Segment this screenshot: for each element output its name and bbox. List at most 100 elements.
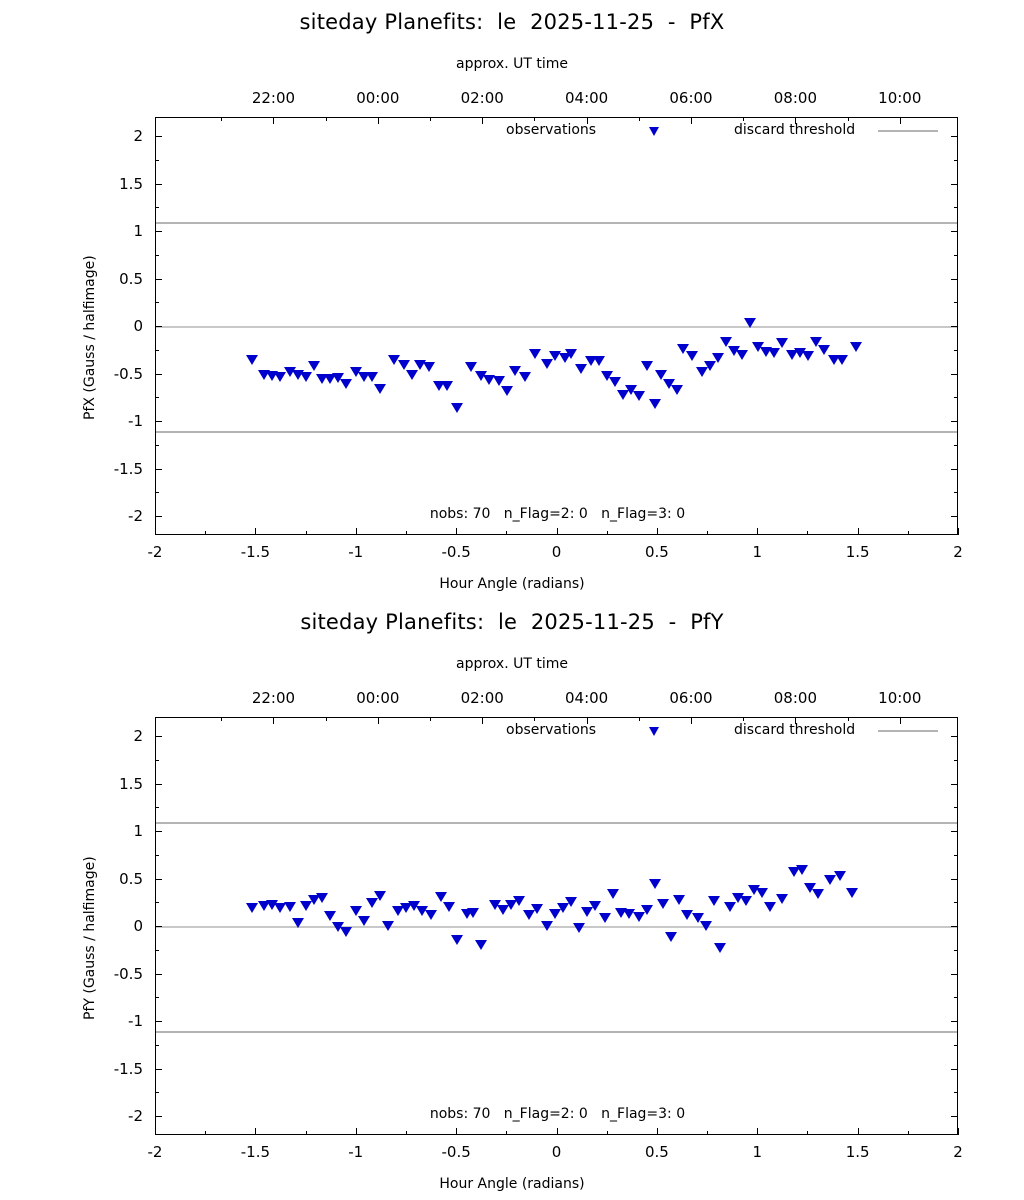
data-point-marker [292,369,305,380]
y-tick-label: 0.5 [119,269,143,288]
y-tick-minor [155,997,159,999]
top-tick-minor [638,117,640,121]
data-point-marker [528,348,541,359]
data-point-marker [559,353,572,364]
top-tick-label: 06:00 [669,689,713,707]
x-tick-minor [707,1131,709,1135]
x-tick-label: 1 [752,543,763,561]
data-point-marker [492,376,505,387]
y-tick-label: -0.5 [113,364,143,383]
y-tick-minor [155,397,159,399]
top-axis-title: approx. UT time [456,56,568,72]
x-tick [958,528,959,535]
y-tick-label: 0.5 [119,869,143,888]
x-tick [155,528,156,535]
data-point-marker [767,347,780,358]
data-point-marker [245,903,258,913]
data-point-marker [846,887,859,898]
x-tick-minor [205,1131,207,1135]
top-tick-label: 10:00 [878,89,922,107]
x-tick-minor [807,1131,809,1135]
top-tick [795,717,797,724]
y-tick-minor-right [954,807,958,809]
data-point-marker [573,922,586,933]
data-point-marker [424,909,437,920]
y-tick-minor-right [954,444,958,446]
y-tick-label: -1.5 [113,459,143,478]
data-point-marker [824,875,837,886]
y-tick [155,926,162,927]
data-point-marker [617,390,630,401]
top-tick-label: 00:00 [356,689,400,707]
y-tick-right [951,183,958,185]
y-tick-minor [155,807,159,809]
x-tick [958,1128,959,1135]
top-tick-label: 00:00 [356,89,400,107]
data-point-marker [340,926,353,937]
data-point-marker [358,372,371,383]
data-point-marker [850,341,863,352]
data-point-marker [593,356,606,367]
data-point-marker [450,935,463,946]
data-point-marker [673,895,686,906]
x-axis-title-2: Hour Angle (radians) [439,1176,585,1192]
data-point-marker [655,369,668,380]
data-point-marker [671,384,684,395]
x-tick-minor [907,1131,909,1135]
x-tick [355,1128,357,1135]
x-tick-label: 2 [953,1143,963,1161]
top-tick [586,717,588,724]
threshold-line-lower [156,430,957,433]
x-tick-label: 1.5 [845,543,870,561]
y-tick-minor-right [954,349,958,351]
y-tick-right [951,973,958,975]
top-tick-label: 04:00 [564,89,609,107]
y-tick [155,468,162,470]
x-tick-label: 2 [953,543,963,561]
legend-observations-label: observations [506,122,597,138]
top-tick [273,117,275,124]
data-point-marker [308,895,321,906]
data-point-marker [641,360,654,371]
y-tick-right [951,373,958,375]
y-tick-label: 0 [133,317,143,335]
data-point-marker [834,870,847,881]
y-tick-minor-right [954,397,958,399]
legend-threshold-line-icon [878,130,938,132]
data-point-marker [735,349,748,360]
top-tick [899,117,901,124]
x-axis-title: Hour Angle (radians) [439,576,585,592]
data-point-marker [265,900,278,911]
data-point-marker [500,385,513,396]
data-point-marker [508,365,521,376]
y-tick [155,136,162,137]
top-tick [482,117,484,124]
x-tick-minor [606,1131,608,1135]
data-point-marker [422,361,435,372]
nobs-annotation-2: nobs: 70 n_Flag=2: 0 n_Flag=3: 0 [429,1106,686,1122]
data-point-marker [775,338,788,349]
data-point-marker [743,318,756,329]
data-point-marker [711,353,724,364]
data-point-marker [663,379,676,389]
y-tick-right [951,783,958,785]
y-tick [155,736,162,737]
plot-area-pfx: observations discard threshold nobs: 70 … [155,117,958,535]
x-tick-minor [205,531,207,535]
data-point-marker [548,351,561,362]
top-tick-minor [534,717,536,721]
top-tick-minor [534,117,536,121]
data-point-marker [392,905,405,916]
y-tick-minor-right [954,949,958,951]
y-tick [155,878,162,880]
y-tick-minor-right [954,492,958,494]
data-point-marker [625,384,638,395]
y-tick [155,1068,162,1070]
top-tick-minor [847,717,849,721]
threshold-line-upper [156,221,957,224]
y-tick-minor-right [954,854,958,856]
x-tick-label: 0 [551,543,562,561]
data-point-marker [496,904,509,915]
y-tick-right [951,1068,958,1070]
data-point-marker [691,912,704,923]
